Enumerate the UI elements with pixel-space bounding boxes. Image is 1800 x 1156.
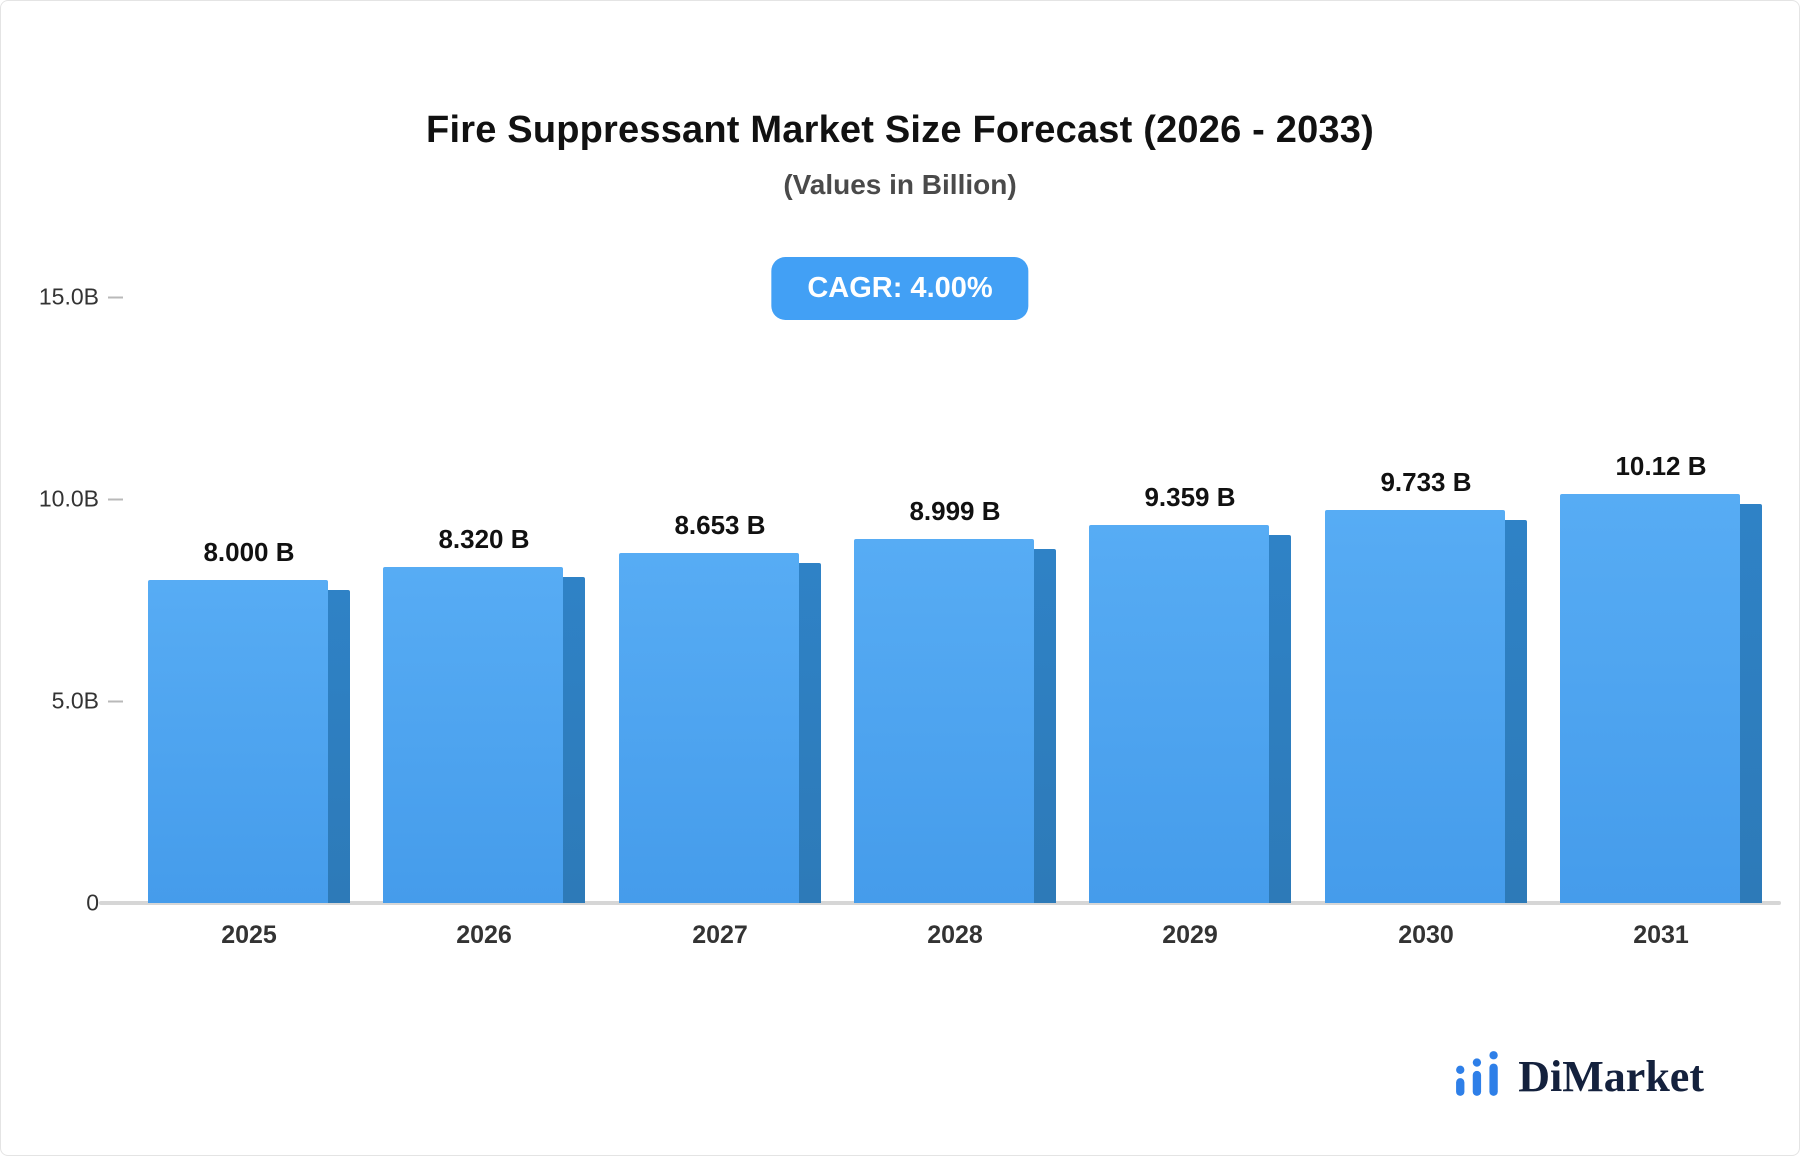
x-axis-label: 2026	[456, 921, 512, 949]
bar: 8.999 B	[854, 496, 1056, 903]
chart-subtitle: (Values in Billion)	[783, 169, 1017, 200]
bar-side-face	[799, 563, 821, 903]
brand-logo: DiMarket	[1454, 1050, 1704, 1103]
bar-front-face	[148, 580, 328, 903]
bar: 9.733 B	[1325, 467, 1527, 903]
y-axis-tick: 15.0B	[39, 284, 123, 311]
bar-value-label: 8.999 B	[909, 496, 1001, 526]
bar-front-face	[1560, 494, 1740, 903]
bar-front-face	[854, 539, 1034, 903]
bar-value-label: 8.000 B	[203, 537, 295, 567]
y-axis-tick-label: 10.0B	[38, 485, 99, 512]
bar-front-face	[1325, 510, 1505, 903]
y-axis-tick-label: 15.0B	[38, 283, 99, 310]
bar-value-label: 10.12 B	[1615, 451, 1707, 481]
mini-bar-chart-icon	[1454, 1050, 1504, 1103]
chart-title: Fire Suppressant Market Size Forecast (2…	[426, 109, 1374, 151]
x-axis-label: 2029	[1162, 921, 1218, 949]
bar: 8.320 B	[383, 524, 585, 903]
bar-side-face	[563, 577, 585, 903]
y-axis-tick: 5.0B	[52, 688, 123, 715]
brand-name: DiMarket	[1518, 1051, 1704, 1101]
cagr-badge: CAGR: 4.00%	[771, 257, 1029, 320]
bar-side-face	[1269, 535, 1291, 903]
y-axis: 15.0B 10.0B 5.0B 0	[1, 284, 123, 916]
bar: 9.359 B	[1089, 482, 1291, 903]
bar-side-face	[328, 590, 350, 903]
bar-value-label: 8.653 B	[674, 510, 766, 540]
bar-front-face	[383, 567, 563, 903]
bar-side-face	[1034, 549, 1056, 903]
x-axis-label: 2028	[927, 921, 983, 949]
x-axis-label: 2030	[1398, 921, 1454, 949]
y-axis-tick-mark	[108, 498, 123, 500]
bar: 10.12 B	[1560, 451, 1762, 903]
bar: 8.000 B	[148, 537, 350, 903]
bar-value-label: 9.733 B	[1380, 467, 1472, 497]
y-axis-tick: 10.0B	[39, 486, 123, 513]
x-axis-label: 2025	[221, 921, 277, 949]
plot-area: 2025 8.000 B 2026 8.320 B 2027 8.653 B 2028 8.9…	[99, 297, 1781, 949]
bar-value-label: 8.320 B	[438, 524, 530, 554]
y-axis-tick-label: 0	[86, 889, 99, 916]
y-axis-tick-mark	[108, 296, 123, 298]
x-axis-label: 2031	[1633, 921, 1689, 949]
x-axis-line	[99, 901, 1781, 905]
bar-front-face	[1089, 525, 1269, 903]
bar-value-label: 9.359 B	[1144, 482, 1236, 512]
bar-front-face	[619, 553, 799, 903]
x-axis-label: 2027	[692, 921, 748, 949]
y-axis-tick-mark	[108, 700, 123, 702]
y-axis-tick-label: 5.0B	[51, 687, 99, 714]
bar-side-face	[1505, 520, 1527, 903]
bar-side-face	[1740, 504, 1762, 903]
bar: 8.653 B	[619, 510, 821, 903]
